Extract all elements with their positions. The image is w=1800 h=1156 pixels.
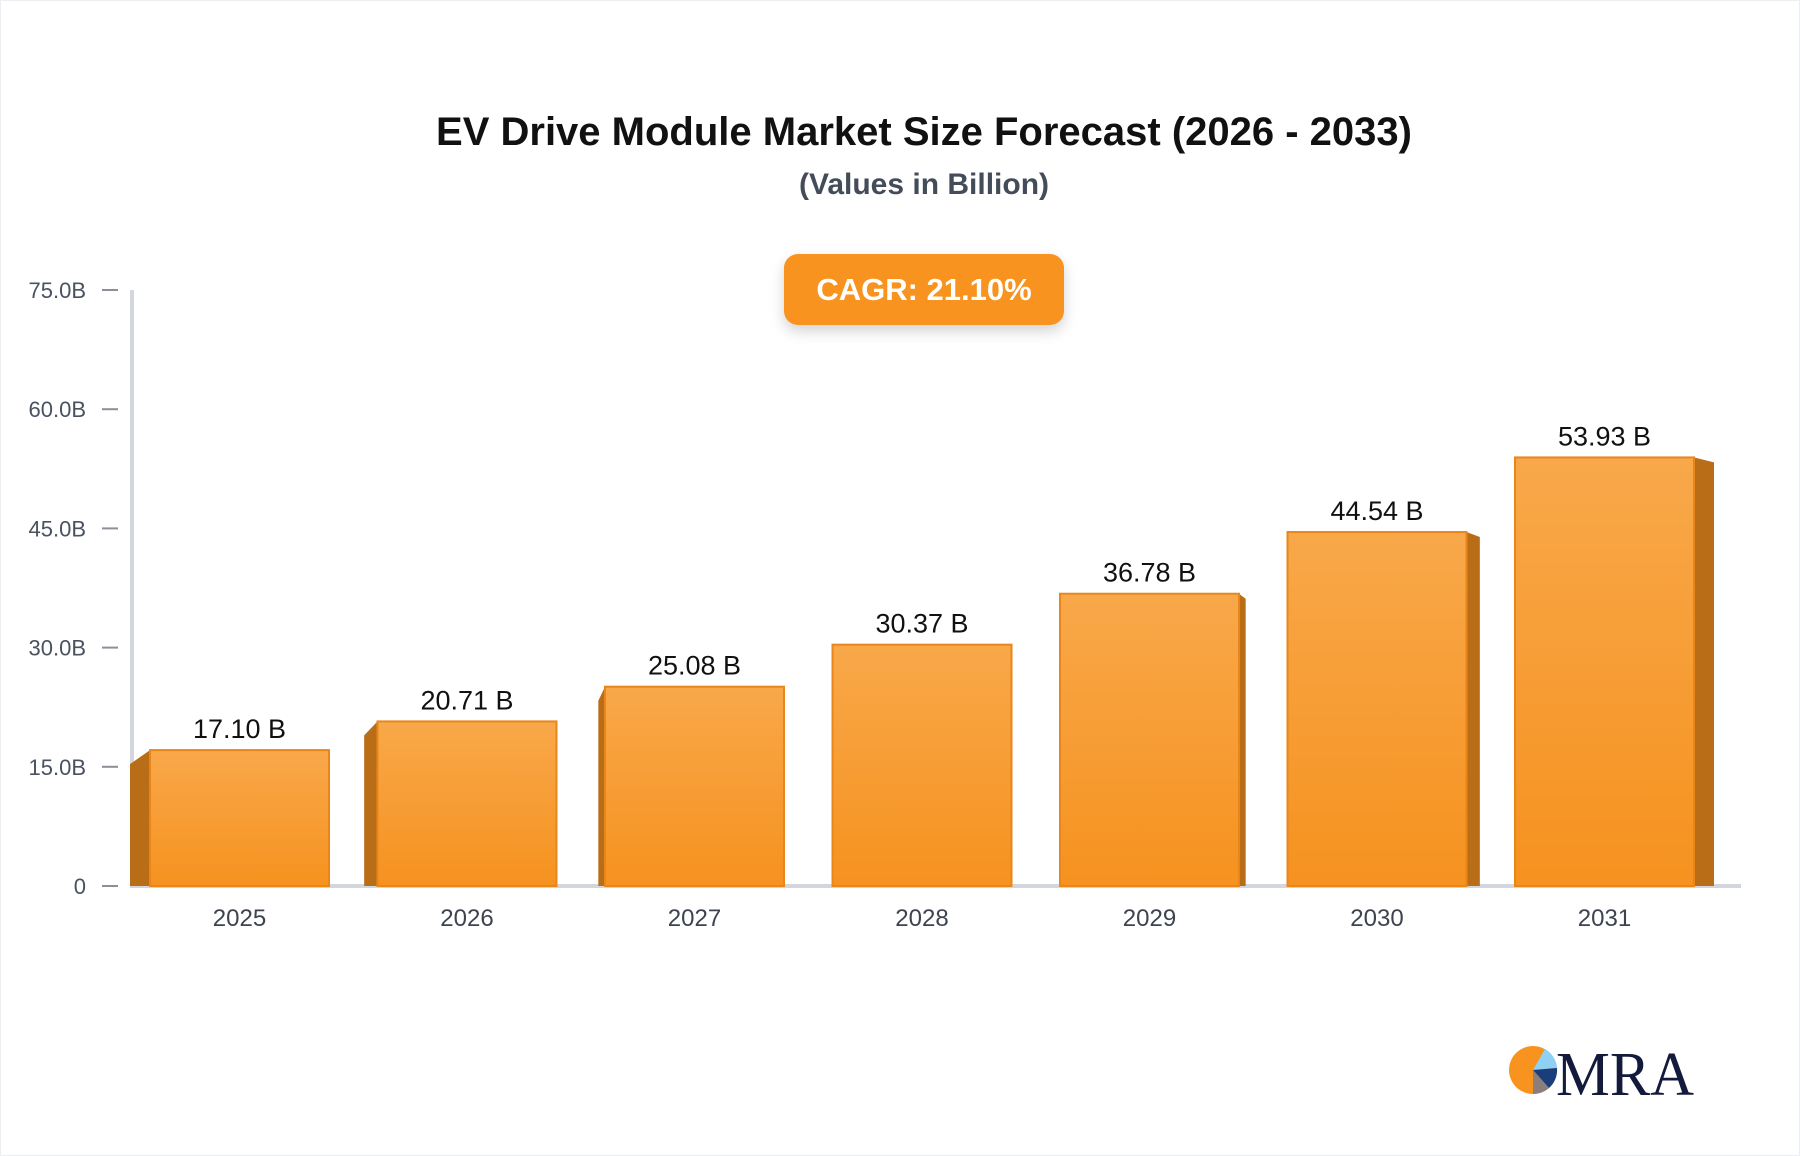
bar-side xyxy=(130,750,150,886)
y-tick-label: 30.0B xyxy=(29,636,87,661)
data-label: 30.37 B xyxy=(875,609,968,639)
bar-side xyxy=(364,721,378,886)
bar-2031 xyxy=(1514,456,1695,887)
x-tick-label: 2030 xyxy=(1350,905,1403,932)
data-label: 25.08 B xyxy=(648,651,741,681)
bar-side xyxy=(1694,457,1714,886)
bar-side xyxy=(598,686,605,886)
bar-side xyxy=(1466,532,1480,886)
data-label: 20.71 B xyxy=(420,685,513,715)
data-label: 36.78 B xyxy=(1103,558,1196,588)
bar-2028 xyxy=(831,643,1013,887)
x-tick-label: 2025 xyxy=(213,905,266,932)
data-label: 17.10 B xyxy=(193,714,286,744)
y-tick-label: 60.0B xyxy=(29,397,87,422)
x-tick-label: 2028 xyxy=(895,905,948,932)
x-tick-label: 2026 xyxy=(440,905,493,932)
data-label: 53.93 B xyxy=(1558,421,1651,451)
bar-2030 xyxy=(1286,531,1468,887)
y-tick-label: 75.0B xyxy=(29,278,87,303)
y-tick-label: 15.0B xyxy=(29,755,87,780)
bar-2027 xyxy=(604,685,785,887)
x-tick-label: 2029 xyxy=(1123,905,1176,932)
cagr-badge: CAGR: 21.10% xyxy=(784,254,1064,325)
bar-2025 xyxy=(149,749,330,887)
y-tick-label: 0 xyxy=(74,874,86,899)
chart-title: EV Drive Module Market Size Forecast (20… xyxy=(436,110,1412,154)
x-tick-label: 2027 xyxy=(668,905,721,932)
mra-logo: MRA xyxy=(1509,1041,1694,1100)
x-tick-label: 2031 xyxy=(1578,905,1631,932)
bar-2029 xyxy=(1059,592,1240,888)
bar-side xyxy=(1239,593,1246,886)
bar-2026 xyxy=(376,720,558,888)
data-label: 44.54 B xyxy=(1330,496,1423,526)
chart-subtitle: (Values in Billion) xyxy=(798,168,1050,201)
svg-text:MRA: MRA xyxy=(1556,1041,1694,1100)
y-tick-label: 45.0B xyxy=(29,516,87,541)
